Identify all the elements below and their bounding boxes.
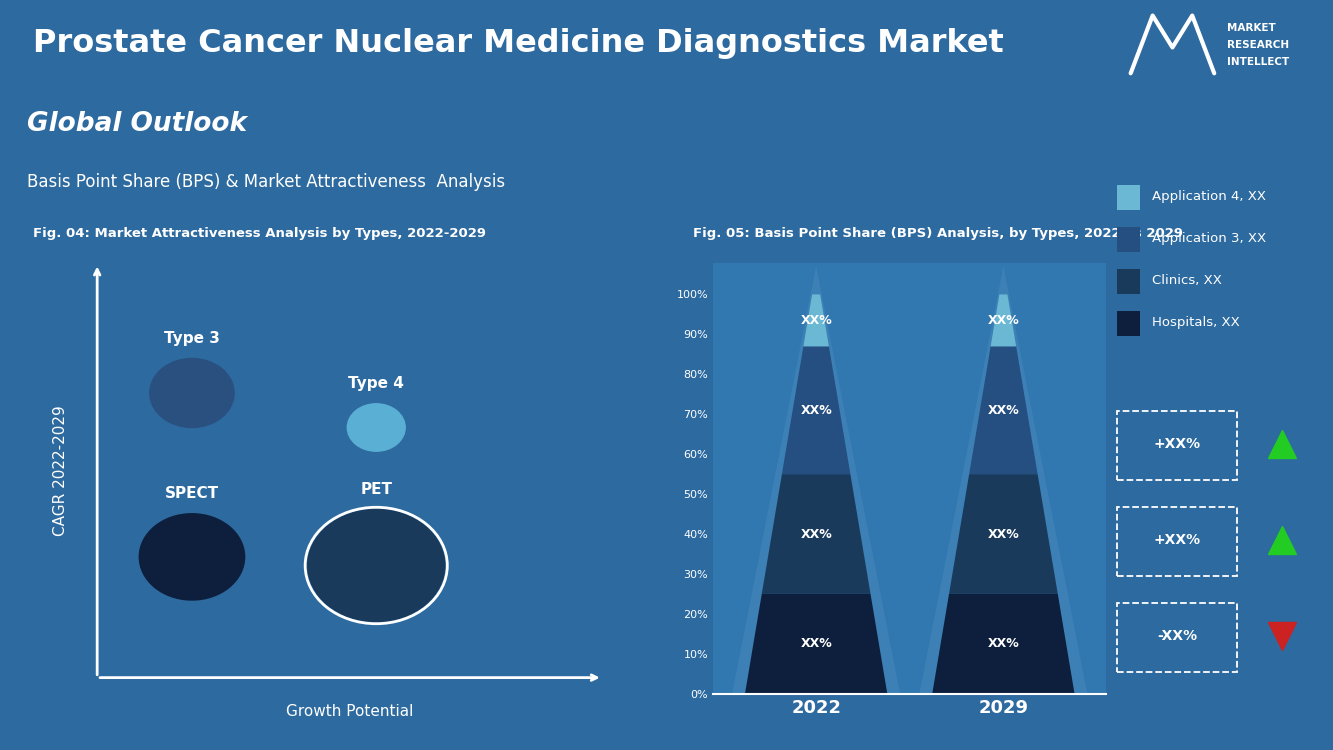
Text: XX%: XX% [988, 314, 1020, 327]
Polygon shape [761, 474, 870, 594]
Text: XX%: XX% [988, 527, 1020, 541]
Text: XX%: XX% [800, 638, 832, 650]
Text: INTELLECT: INTELLECT [1228, 57, 1289, 67]
Text: Type 3: Type 3 [164, 331, 220, 346]
Text: Clinics, XX: Clinics, XX [1152, 274, 1222, 287]
Text: XX%: XX% [800, 314, 832, 327]
Text: RESEARCH: RESEARCH [1228, 40, 1289, 50]
Text: XX%: XX% [988, 638, 1020, 650]
Text: +XX%: +XX% [1153, 533, 1201, 547]
Text: XX%: XX% [988, 404, 1020, 417]
Polygon shape [920, 266, 1088, 694]
Text: Basis Point Share (BPS) & Market Attractiveness  Analysis: Basis Point Share (BPS) & Market Attract… [27, 173, 505, 191]
Text: Application 3, XX: Application 3, XX [1152, 232, 1266, 245]
Circle shape [348, 404, 405, 451]
Polygon shape [732, 266, 900, 694]
Polygon shape [949, 474, 1058, 594]
Text: Global Outlook: Global Outlook [27, 111, 247, 137]
Text: Type 4: Type 4 [348, 376, 404, 391]
Bar [1117, 185, 1140, 210]
Polygon shape [969, 346, 1037, 474]
Circle shape [308, 509, 445, 622]
Text: MARKET: MARKET [1228, 22, 1276, 32]
Text: CAGR 2022-2029: CAGR 2022-2029 [53, 405, 68, 536]
Text: -XX%: -XX% [1157, 629, 1197, 643]
Polygon shape [782, 346, 850, 474]
Bar [1117, 269, 1140, 294]
Circle shape [139, 514, 245, 600]
Bar [1117, 311, 1140, 336]
Circle shape [149, 358, 235, 428]
Text: SPECT: SPECT [165, 486, 219, 501]
Text: Prostate Cancer Nuclear Medicine Diagnostics Market: Prostate Cancer Nuclear Medicine Diagnos… [33, 28, 1004, 58]
Text: Growth Potential: Growth Potential [287, 704, 413, 718]
Text: Application 4, XX: Application 4, XX [1152, 190, 1266, 203]
Polygon shape [990, 295, 1016, 346]
Text: Fig. 04: Market Attractiveness Analysis by Types, 2022-2029: Fig. 04: Market Attractiveness Analysis … [33, 226, 485, 240]
Text: XX%: XX% [800, 527, 832, 541]
Text: +XX%: +XX% [1153, 437, 1201, 451]
Text: XX%: XX% [800, 404, 832, 417]
Bar [1117, 227, 1140, 252]
Polygon shape [932, 594, 1074, 694]
Polygon shape [745, 594, 888, 694]
Polygon shape [804, 295, 829, 346]
Text: Fig. 05: Basis Point Share (BPS) Analysis, by Types, 2022 vs 2029: Fig. 05: Basis Point Share (BPS) Analysi… [693, 226, 1182, 240]
Text: Hospitals, XX: Hospitals, XX [1152, 316, 1240, 329]
Text: PET: PET [360, 482, 392, 496]
